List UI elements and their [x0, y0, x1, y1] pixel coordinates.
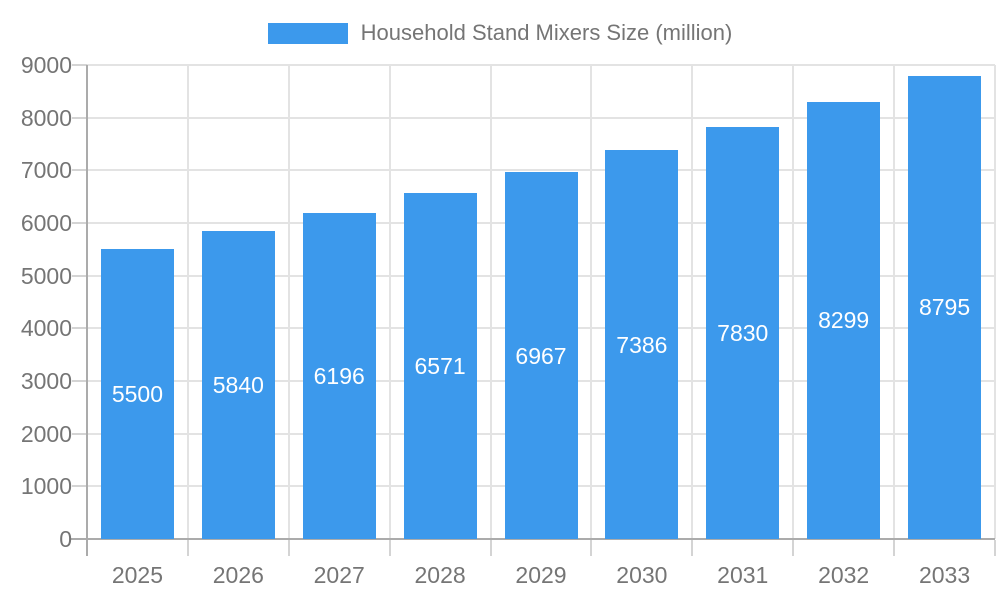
y-axis-label: 5000 [20, 262, 72, 289]
x-axis-line [70, 538, 995, 540]
x-gridline [691, 65, 694, 539]
bar-2027[interactable] [302, 212, 376, 539]
y-tick [72, 274, 87, 277]
y-tick [72, 432, 87, 435]
bar-value-label: 7830 [717, 319, 769, 346]
bar-value-label: 8795 [918, 294, 971, 321]
x-axis-label: 2027 [313, 562, 365, 588]
y-axis-label: 2000 [20, 420, 72, 447]
y-axis-label: 8000 [20, 104, 72, 131]
bar-2026[interactable] [201, 231, 275, 539]
x-axis-label: 2026 [212, 562, 264, 588]
y-gridline [87, 64, 995, 66]
bar-2030[interactable] [605, 150, 679, 539]
x-gridline [893, 65, 896, 539]
x-axis-label: 2030 [616, 562, 668, 588]
bar-value-label: 5840 [212, 372, 264, 399]
x-tick [287, 540, 290, 556]
bar-value-label: 6196 [313, 362, 365, 389]
x-axis-label: 2028 [414, 562, 466, 588]
x-gridline [792, 65, 795, 539]
x-gridline [287, 65, 290, 539]
bar-value-label: 5500 [111, 381, 164, 408]
y-gridline [87, 169, 995, 172]
y-axis-label: 1000 [20, 473, 72, 500]
x-axis-label: 2031 [717, 562, 769, 588]
y-tick [72, 380, 87, 382]
y-tick [72, 327, 87, 330]
x-gridline [590, 65, 593, 539]
x-tick [893, 540, 896, 556]
y-tick [72, 485, 87, 488]
y-tick [72, 169, 87, 172]
y-tick [72, 116, 87, 119]
x-gridline [186, 65, 189, 539]
bar-value-label: 6571 [414, 352, 466, 379]
x-axis-label: 2033 [918, 562, 971, 588]
bar-value-label: 6967 [515, 342, 567, 369]
x-tick [489, 540, 492, 556]
bar-2028[interactable] [403, 192, 477, 539]
legend-swatch-icon [267, 22, 348, 44]
y-axis-label: 9000 [20, 52, 72, 78]
y-axis-label: 6000 [20, 210, 72, 236]
x-tick [792, 540, 795, 556]
x-axis-label: 2025 [111, 562, 164, 588]
x-gridline [994, 65, 996, 539]
y-axis-line [86, 65, 88, 556]
x-tick [186, 540, 189, 556]
bar-2033[interactable] [908, 75, 982, 539]
y-axis-label: 3000 [20, 368, 72, 394]
y-tick [72, 222, 87, 224]
bar-2031[interactable] [706, 126, 780, 539]
x-tick [388, 540, 391, 556]
x-axis-label: 2032 [818, 562, 870, 588]
y-axis-label: 0 [59, 526, 72, 552]
bar-2032[interactable] [807, 101, 881, 539]
x-tick [691, 540, 694, 556]
y-tick [72, 64, 87, 66]
x-tick [994, 540, 996, 556]
x-gridline [388, 65, 391, 539]
legend-label: Household Stand Mixers Size (million) [360, 20, 733, 45]
x-axis-label: 2029 [515, 562, 567, 588]
bar-value-label: 7386 [616, 331, 668, 358]
y-axis-label: 7000 [20, 157, 72, 184]
y-gridline [87, 116, 995, 119]
legend[interactable]: Household Stand Mixers Size (million) [0, 20, 1000, 46]
y-axis-label: 4000 [20, 315, 72, 342]
x-tick [590, 540, 593, 556]
bar-2029[interactable] [504, 172, 578, 539]
bar-2025[interactable] [100, 249, 174, 539]
x-gridline [489, 65, 492, 539]
bar-value-label: 8299 [818, 307, 870, 334]
